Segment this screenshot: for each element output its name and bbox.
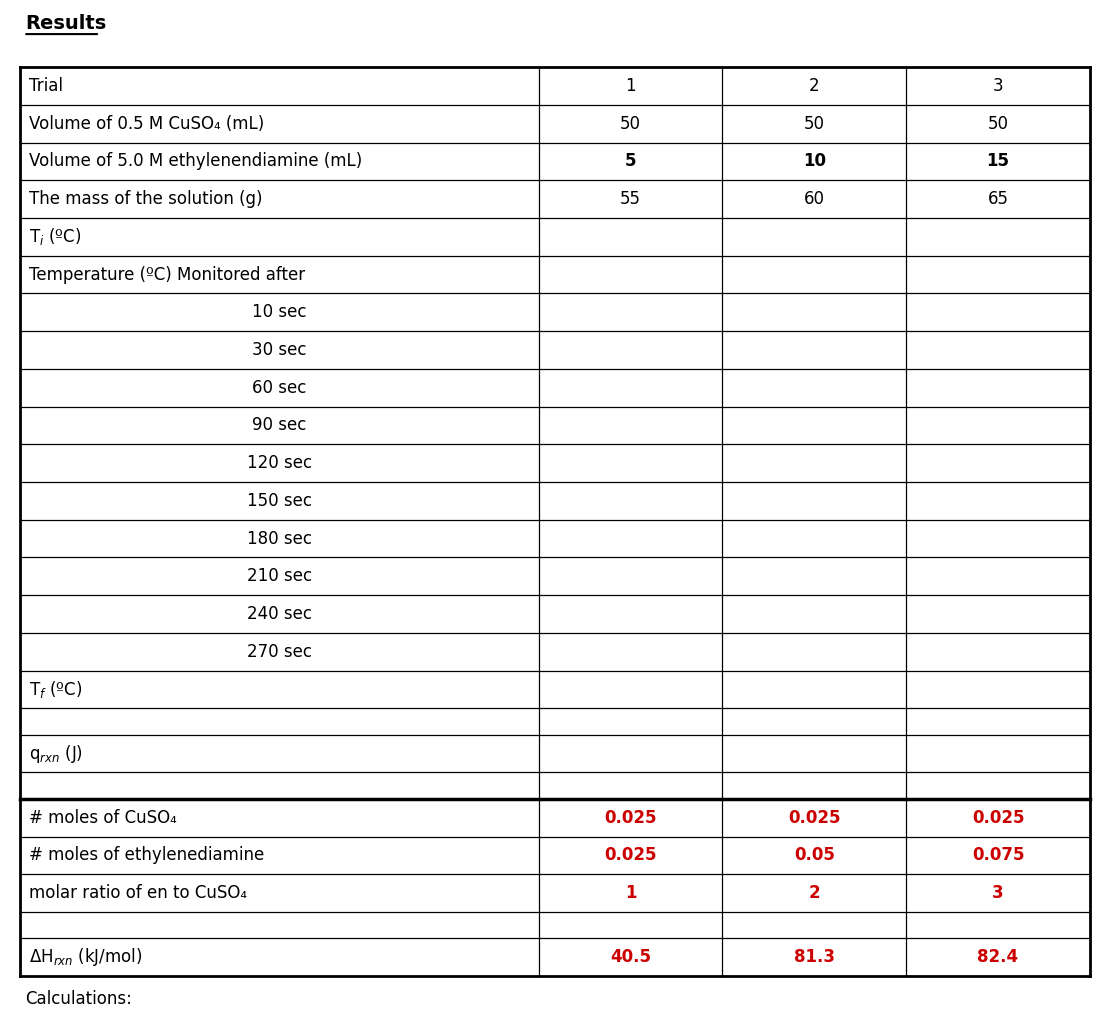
Text: 120 sec: 120 sec [246,455,312,472]
Text: q$_{rxn}$ (J): q$_{rxn}$ (J) [29,743,83,764]
Text: 82.4: 82.4 [978,948,1019,966]
Text: 0.025: 0.025 [604,846,657,865]
Text: 1: 1 [625,77,636,95]
Text: 2: 2 [808,884,820,902]
Text: 0.025: 0.025 [788,809,840,826]
Text: 270 sec: 270 sec [246,643,312,661]
Text: 5: 5 [625,153,636,170]
Text: 0.05: 0.05 [794,846,835,865]
Text: 60: 60 [804,190,825,209]
Text: Volume of 5.0 M ethylenendiamine (mL): Volume of 5.0 M ethylenendiamine (mL) [29,153,362,170]
Text: # moles of ethylenediamine: # moles of ethylenediamine [29,846,264,865]
Text: 40.5: 40.5 [610,948,652,966]
Text: 50: 50 [988,115,1009,132]
Text: The mass of the solution (g): The mass of the solution (g) [29,190,262,209]
Text: 65: 65 [988,190,1009,209]
Text: 60 sec: 60 sec [252,379,306,397]
Text: 240 sec: 240 sec [246,605,312,623]
Text: 150 sec: 150 sec [246,492,312,510]
Text: 2: 2 [809,77,819,95]
Text: Volume of 0.5 M CuSO₄ (mL): Volume of 0.5 M CuSO₄ (mL) [29,115,264,132]
Text: # moles of CuSO₄: # moles of CuSO₄ [29,809,176,826]
Text: 55: 55 [620,190,642,209]
Text: 0.025: 0.025 [604,809,657,826]
Text: 10: 10 [803,153,826,170]
Text: 50: 50 [804,115,825,132]
Text: 3: 3 [992,77,1003,95]
Text: 3: 3 [992,884,1003,902]
Text: 50: 50 [620,115,642,132]
Text: 90 sec: 90 sec [252,416,306,435]
Text: Temperature (ºC) Monitored after: Temperature (ºC) Monitored after [29,265,305,284]
Text: Calculations:: Calculations: [26,990,132,1008]
Text: Results: Results [26,14,107,33]
Text: molar ratio of en to CuSO₄: molar ratio of en to CuSO₄ [29,884,246,902]
Text: 0.025: 0.025 [971,809,1025,826]
Text: 1: 1 [625,884,636,902]
Text: ΔH$_{rxn}$ (kJ/mol): ΔH$_{rxn}$ (kJ/mol) [29,946,142,968]
Text: 81.3: 81.3 [794,948,835,966]
Text: 15: 15 [987,153,1010,170]
Text: Trial: Trial [29,77,63,95]
Text: 30 sec: 30 sec [252,341,306,359]
Text: T$_f$ (ºC): T$_f$ (ºC) [29,679,82,700]
Text: 0.075: 0.075 [971,846,1025,865]
Text: T$_i$ (ºC): T$_i$ (ºC) [29,226,81,247]
Text: 210 sec: 210 sec [246,567,312,586]
Text: 180 sec: 180 sec [246,530,312,547]
Text: 10 sec: 10 sec [252,304,306,321]
